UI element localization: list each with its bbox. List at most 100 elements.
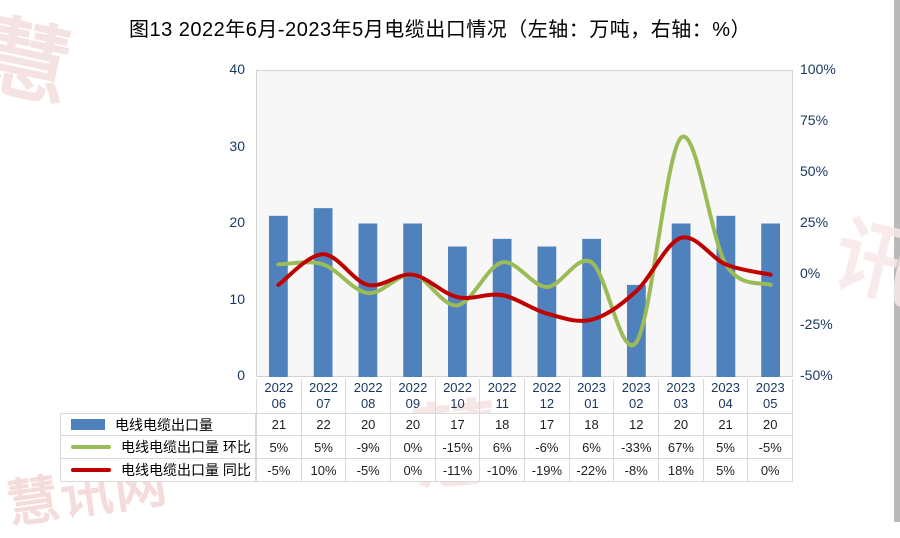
table-cell: -33% [614, 436, 660, 459]
bar [492, 238, 512, 377]
x-category-year: 2023 [711, 380, 741, 395]
x-axis-category: 2022 07 [302, 379, 347, 413]
right-axis-tick: -50% [800, 367, 833, 383]
x-category-month: 05 [762, 396, 778, 411]
legend-line-swatch-icon [71, 468, 111, 472]
x-category-year: 2023 [577, 380, 606, 395]
table-cell: 20 [748, 413, 794, 436]
x-category-month: 09 [405, 396, 421, 411]
right-axis-tick: 25% [800, 214, 829, 230]
table-cell: 6% [569, 436, 615, 459]
plot-background [256, 70, 793, 377]
x-category-year: 2022 [532, 380, 562, 395]
table-value-group: 5% 5% -9% 0% -15% 6% -6% 6% -33% 67% 5% -5% [256, 436, 794, 459]
x-category-month: 02 [628, 396, 644, 411]
x-category-month: 12 [539, 396, 555, 411]
table-cell: 67% [659, 436, 704, 459]
x-category-month: 11 [495, 396, 509, 411]
table-cell: -10% [480, 459, 526, 482]
x-category-year: 2023 [666, 380, 696, 395]
table-cell: 18 [480, 413, 526, 436]
table-cell: 12 [614, 413, 660, 436]
x-category-year: 2023 [621, 380, 651, 395]
x-axis-category: 2022 10 [436, 379, 481, 413]
legend-label: 电线电缆出口量 [115, 416, 213, 433]
x-axis-category: 2023 04 [704, 379, 749, 413]
x-axis-category: 2023 05 [748, 379, 794, 413]
x-axis-category: 2022 12 [525, 379, 570, 413]
right-axis-tick: -25% [800, 316, 833, 332]
table-cell: 17 [525, 413, 570, 436]
table-cell: -22% [569, 459, 615, 482]
legend-cell: 电线电缆出口量 环比 [60, 436, 256, 459]
x-category-month: 10 [450, 396, 465, 411]
table-value-group: 21 22 20 20 17 18 17 18 12 20 21 20 [256, 413, 794, 436]
table-cell: 0% [391, 459, 436, 482]
left-axis-tick: 0 [237, 367, 245, 383]
table-cell: 5% [301, 436, 347, 459]
table-cell: 21 [703, 413, 749, 436]
data-table: 电线电缆出口量 21 22 20 20 17 18 17 18 12 20 21 20 电线电缆出口量 环… [60, 413, 794, 482]
right-axis-tick: 50% [800, 163, 829, 179]
table-value-group: -5% 10% -5% 0% -11% -10% -19% -22% -8% 18% 5% 0% [256, 459, 794, 482]
table-cell: -19% [525, 459, 570, 482]
bar [761, 223, 781, 377]
right-axis-tick: 100% [800, 61, 836, 77]
left-axis-tick: 10 [229, 290, 245, 307]
table-cell: -9% [346, 436, 392, 459]
table-cell: 20 [346, 413, 392, 436]
table-row: 电线电缆出口量 同比 -5% 10% -5% 0% -11% -10% -19% -22% -8%… [60, 459, 794, 482]
x-category-month: 04 [718, 396, 733, 411]
table-cell: 5% [703, 436, 749, 459]
table-cell: -11% [435, 459, 481, 482]
table-row: 电线电缆出口量 环比 5% 5% -9% 0% -15% 6% -6% 6% -33% 67% 5% -… [60, 436, 794, 459]
x-axis-category: 2022 11 [480, 379, 526, 413]
bar [313, 208, 333, 377]
bar [447, 246, 467, 377]
table-cell: 10% [301, 459, 347, 482]
table-cell: 5% [703, 459, 749, 482]
x-axis-category: 2022 08 [346, 379, 392, 413]
left-axis-tick: 30 [229, 137, 245, 154]
bar [403, 223, 423, 377]
x-category-month: 08 [360, 396, 376, 411]
x-category-year: 2022 [309, 380, 338, 395]
table-cell: -5% [748, 436, 794, 459]
bar [716, 215, 736, 377]
legend-line-swatch-icon [71, 445, 111, 449]
legend-bar-swatch-icon [71, 419, 105, 430]
chart-title: 图13 2022年6月-2023年5月电缆出口情况（左轴：万吨，右轴：%） [129, 19, 751, 41]
x-category-month: 06 [271, 396, 287, 411]
x-category-year: 2022 [487, 380, 517, 395]
right-edge-strip [894, 0, 900, 522]
table-cell: 17 [435, 413, 481, 436]
table-cell: 5% [256, 436, 302, 459]
table-cell: -5% [256, 459, 302, 482]
left-axis-tick: 20 [229, 214, 245, 230]
legend-cell: 电线电缆出口量 [60, 413, 256, 436]
bar [671, 223, 691, 377]
legend-label: 电线电缆出口量 环比 [121, 439, 251, 455]
table-cell: 0% [748, 459, 794, 482]
table-cell: 6% [480, 436, 526, 459]
right-axis-tick: 75% [800, 112, 829, 128]
x-axis-category: 2023 03 [659, 379, 704, 413]
x-axis-category: 2022 09 [391, 379, 436, 413]
line-series [276, 134, 773, 348]
legend-cell: 电线电缆出口量 同比 [60, 459, 256, 482]
table-cell: 20 [659, 413, 704, 436]
table-row: 电线电缆出口量 21 22 20 20 17 18 17 18 12 20 21 20 [60, 413, 794, 436]
table-cell: 20 [391, 413, 436, 436]
legend-label: 电线电缆出口量 同比 [121, 462, 251, 478]
left-axis-tick: 40 [229, 61, 245, 77]
x-category-month: 01 [584, 396, 599, 411]
x-axis-category: 2022 06 [256, 379, 302, 413]
x-category-year: 2022 [264, 380, 294, 395]
watermark-right: 讯 [824, 207, 900, 319]
x-category-year: 2023 [755, 380, 785, 395]
table-cell: -5% [346, 459, 392, 482]
x-category-month: 07 [316, 396, 331, 411]
table-cell: -6% [525, 436, 570, 459]
bar [358, 223, 378, 377]
x-axis-category: 2023 02 [614, 379, 660, 413]
